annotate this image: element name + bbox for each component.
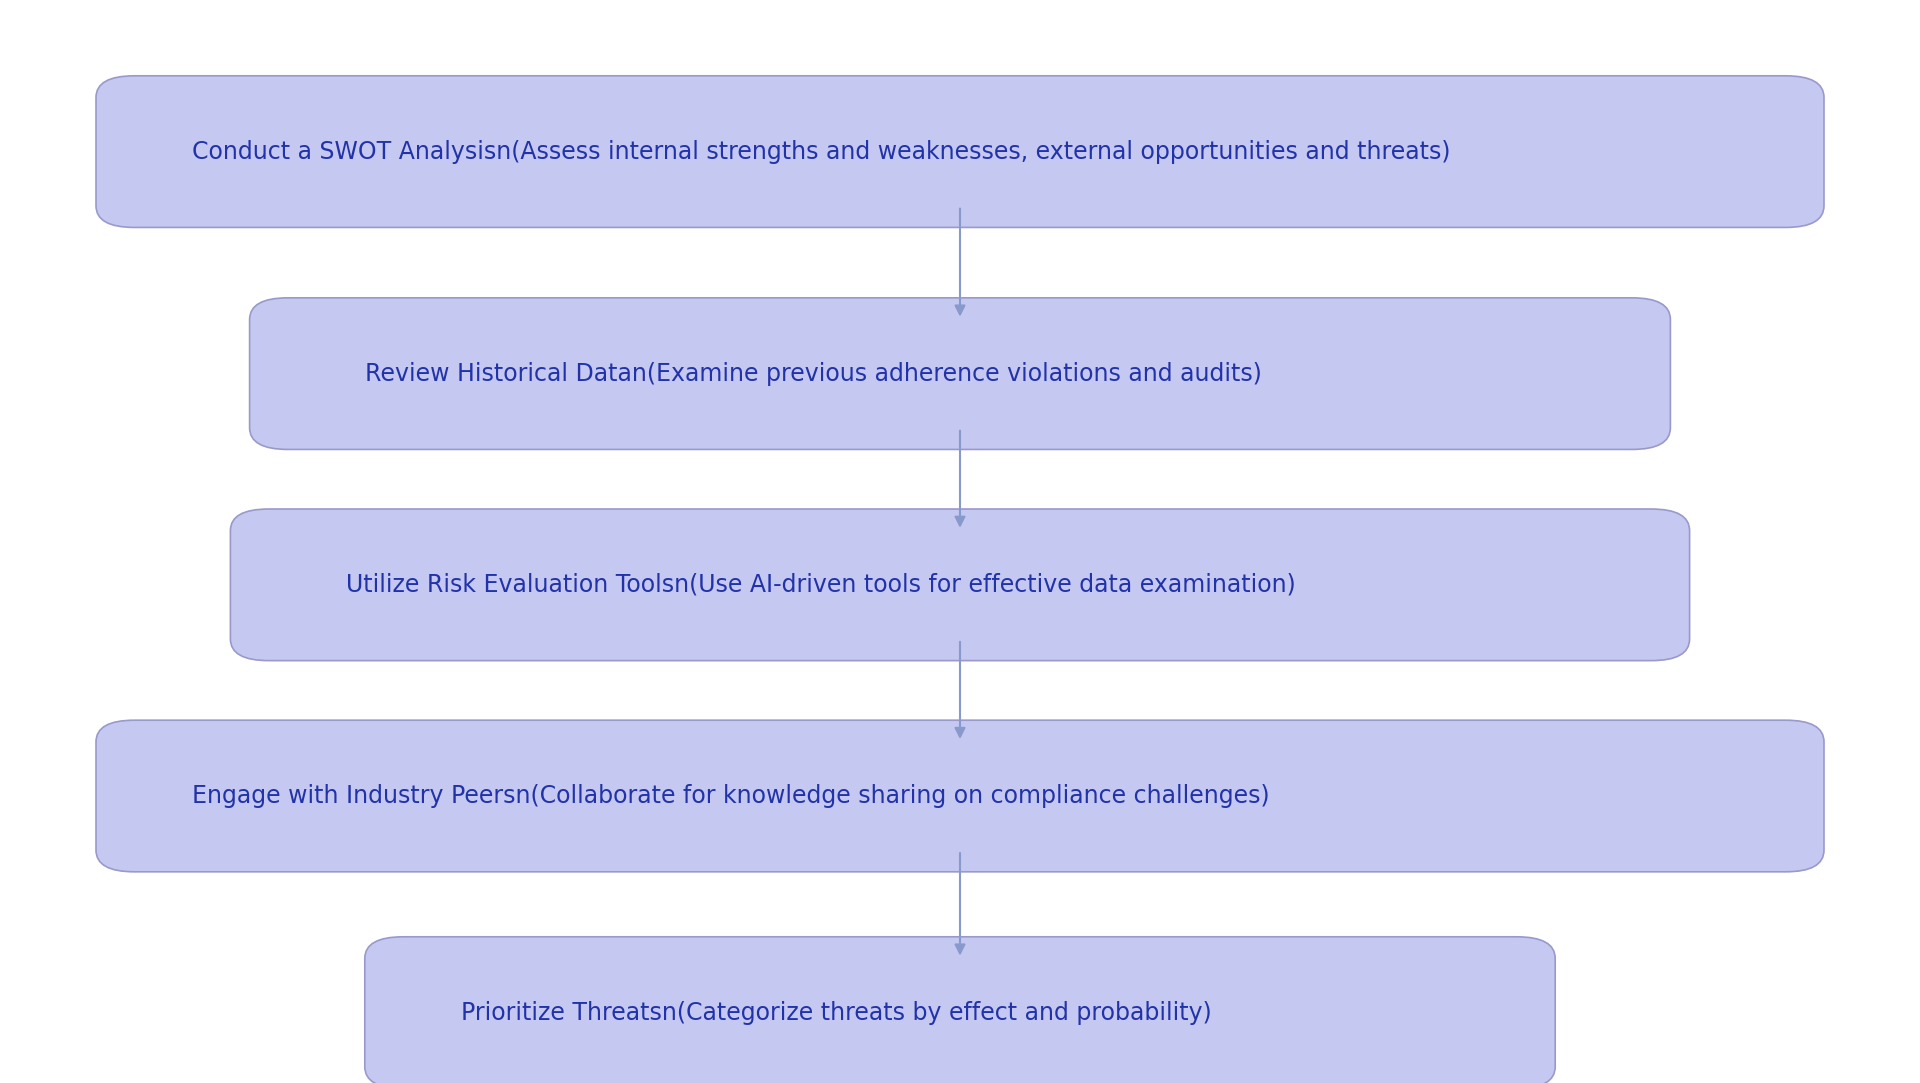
Text: Conduct a SWOT Analysisn(Assess internal strengths and weaknesses, external oppo: Conduct a SWOT Analysisn(Assess internal… (192, 140, 1450, 164)
Text: Engage with Industry Peersn(Collaborate for knowledge sharing on compliance chal: Engage with Industry Peersn(Collaborate … (192, 784, 1269, 808)
Text: Prioritize Threatsn(Categorize threats by effect and probability): Prioritize Threatsn(Categorize threats b… (461, 1001, 1212, 1025)
FancyBboxPatch shape (365, 937, 1555, 1083)
FancyBboxPatch shape (96, 720, 1824, 872)
FancyBboxPatch shape (96, 76, 1824, 227)
FancyBboxPatch shape (230, 509, 1690, 661)
Text: Review Historical Datan(Examine previous adherence violations and audits): Review Historical Datan(Examine previous… (365, 362, 1261, 386)
FancyBboxPatch shape (250, 298, 1670, 449)
Text: Utilize Risk Evaluation Toolsn(Use AI-driven tools for effective data examinatio: Utilize Risk Evaluation Toolsn(Use AI-dr… (346, 573, 1296, 597)
